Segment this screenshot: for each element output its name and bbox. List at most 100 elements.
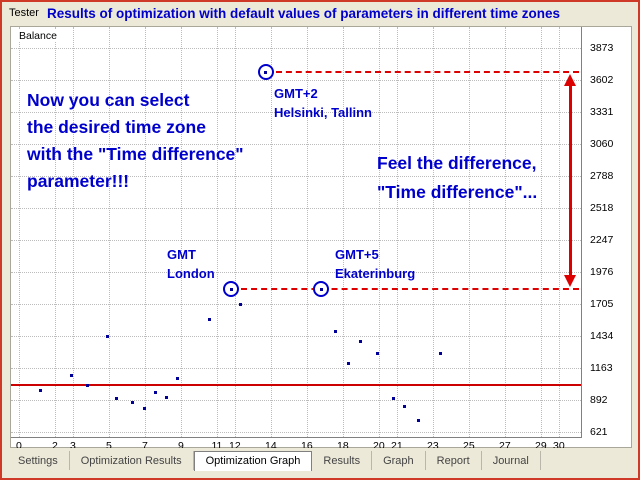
tab-journal[interactable]: Journal [482,451,541,470]
x-axis-label: 5 [105,440,112,452]
grid-line-horizontal [11,48,581,49]
x-axis-label: 27 [499,440,511,452]
grid-line-horizontal [11,80,581,81]
x-axis: 0 2 3 5 7 9 11 12 14 16 18 20 21 23 25 27 29 30 [11,439,581,455]
grid-line-vertical [432,27,434,437]
data-point [264,70,267,74]
range-arrow-head-top [564,74,576,86]
y-axis-label: 2788 [590,170,614,183]
annotation-line: GMT+2 [274,86,318,101]
x-axis-label: 30 [553,440,565,452]
y-axis-label: 1976 [590,266,614,278]
optimization-graph-panel: Balance 3873 3602 3331 3060 2788 2518 2247 1976… [10,26,632,452]
annotation-feel-difference: Feel the difference, "Time difference"... [377,149,537,207]
annotation-promo: Now you can select the desired time zone w… [27,87,244,195]
range-arrow-head-bottom [564,275,576,288]
dashed-level-line [241,288,579,291]
y-axis-label: 1163 [590,362,613,374]
grid-line-vertical [396,27,398,437]
x-axis-label: 29 [535,440,547,452]
page-title: Results of optimization with default val… [46,5,561,21]
grid-line-vertical [180,27,182,437]
data-point [438,351,442,355]
grid-line-vertical [234,27,236,437]
tab-optimization-graph[interactable]: Optimization Graph [193,451,313,471]
data-point [319,287,323,291]
tab-graph[interactable]: Graph [372,451,426,470]
annotation-line: parameter!!! [27,171,130,191]
grid-line-horizontal [11,240,581,241]
grid-line-vertical [378,27,380,437]
data-point [175,376,179,380]
annotation-line: GMT [167,247,196,262]
data-point [154,391,158,395]
annotation-line: Ekaterinburg [335,266,416,281]
grid-line-horizontal [11,176,581,178]
annotation-gmt5-ekaterinburg: GMT+5 Ekaterinburg [335,245,415,283]
grid-line-vertical [72,27,74,437]
tab-settings[interactable]: Settings [7,451,70,470]
grid-line-horizontal [11,272,581,273]
data-point [402,404,406,408]
data-point [375,351,379,355]
panel-caption: Tester [9,7,39,19]
grid-line-vertical [342,27,344,437]
grid-line-vertical [54,27,56,437]
annotation-line: with the "Time difference" [27,144,244,164]
x-axis-label: 18 [337,440,349,452]
x-axis-label: 20 [373,440,385,452]
grid-line-horizontal [11,368,581,369]
data-point [208,317,212,321]
x-axis-label: 16 [301,440,313,452]
tab-results[interactable]: Results [312,451,373,470]
x-axis-label: 25 [463,440,475,452]
data-point [165,395,168,399]
grid-line-vertical [468,27,470,437]
grid-line-horizontal [11,144,581,145]
y-axis-label: 1434 [590,330,614,342]
plot-area[interactable] [11,27,582,438]
grid-line-vertical [540,27,542,437]
x-axis-label: 12 [229,440,241,452]
grid-line-vertical [270,27,272,437]
tab-report[interactable]: Report [426,451,482,470]
dashed-level-line [276,71,579,73]
y-axis-label: 3331 [590,106,614,118]
annotation-gmt-london: GMT London [167,245,215,283]
data-point [359,340,363,344]
y-axis-label: 1705 [590,298,614,310]
y-axis: 3873 3602 3331 3060 2788 2518 2247 1976 1705 1434… [583,27,631,438]
data-point [105,335,109,338]
grid-line-vertical [108,27,110,437]
data-point [130,401,134,405]
data-point [143,407,147,410]
x-axis-label: 14 [265,440,277,452]
annotation-line: Helsinki, Tallinn [274,105,373,120]
x-axis-label: 0 [15,440,22,452]
grid-line-horizontal [11,336,581,337]
tab-optimization-results[interactable]: Optimization Results [70,451,194,470]
range-arrow-line [569,84,572,278]
y-axis-label: 3060 [590,138,614,150]
data-point [391,397,395,400]
grid-line-horizontal [11,112,581,113]
grid-line-horizontal [11,432,581,433]
y-axis-label: 2247 [590,234,614,246]
y-axis-label: 3602 [590,74,614,86]
series-legend: Balance [17,30,59,42]
annotation-line: Feel the difference, [377,153,537,173]
data-point [69,374,73,377]
grid-line-vertical [558,27,560,437]
grid-line-horizontal [11,304,581,305]
grid-line-vertical [504,27,506,437]
annotation-line: the desired time zone [27,117,206,137]
grid-line-vertical [144,27,146,437]
data-point [114,397,118,400]
y-axis-label: 892 [590,394,608,406]
x-axis-label: 2 [51,440,58,452]
x-axis-label: 21 [391,440,403,452]
title-bar: Tester Results of optimization with defa… [2,2,638,24]
y-axis-label: 2518 [590,202,614,214]
data-point [85,384,89,387]
